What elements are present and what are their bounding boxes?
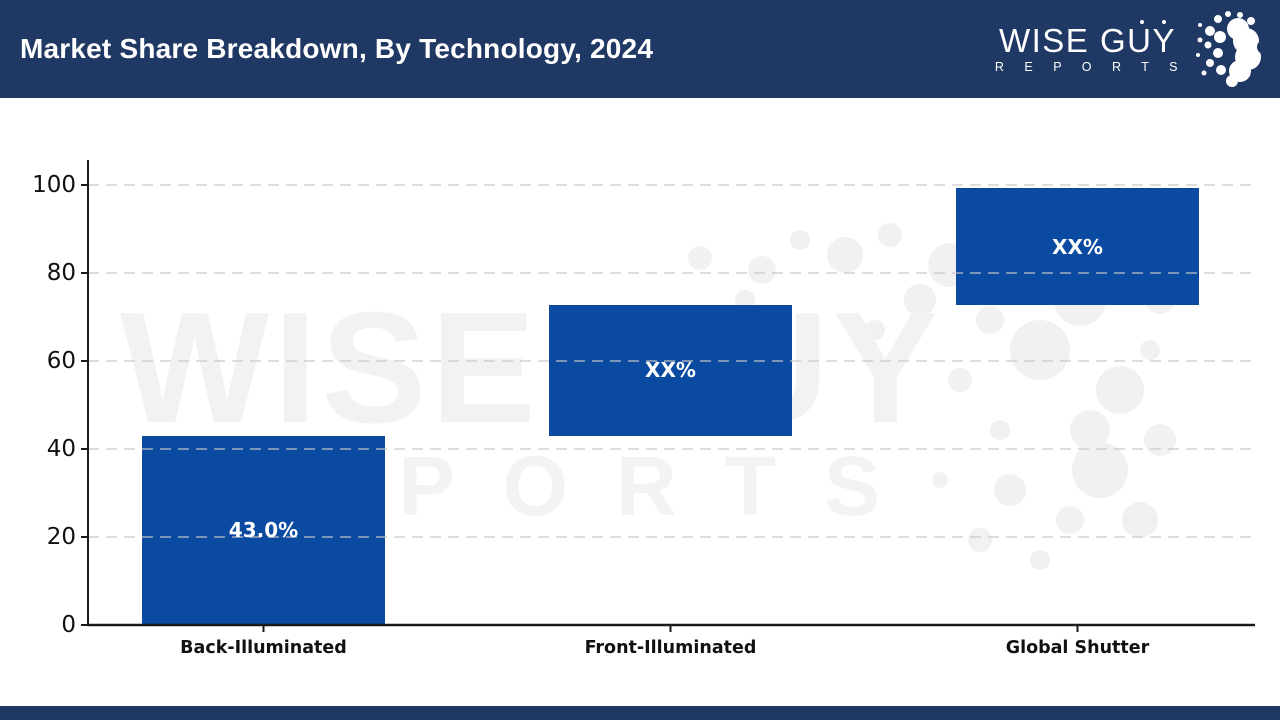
logo-subtitle: R E P O R T S bbox=[994, 60, 1186, 75]
header-bar: Market Share Breakdown, By Technology, 2… bbox=[0, 0, 1280, 98]
page-title: Market Share Breakdown, By Technology, 2… bbox=[20, 33, 654, 64]
wiseguy-logo: WISE GUY R E P O R T S bbox=[989, 7, 1280, 91]
logo-wordmark: WISE GUY bbox=[998, 21, 1176, 59]
bar-back-illuminated bbox=[142, 435, 385, 625]
logo-letter-dots bbox=[1138, 19, 1172, 25]
wiseguy-logo-text: WISE GUY R E P O R T S bbox=[989, 19, 1186, 75]
wiseguy-head-icon bbox=[1196, 11, 1266, 87]
bar-front-illuminated bbox=[549, 305, 792, 436]
bar-global-shutter bbox=[956, 188, 1199, 306]
footer-bar bbox=[0, 706, 1280, 720]
